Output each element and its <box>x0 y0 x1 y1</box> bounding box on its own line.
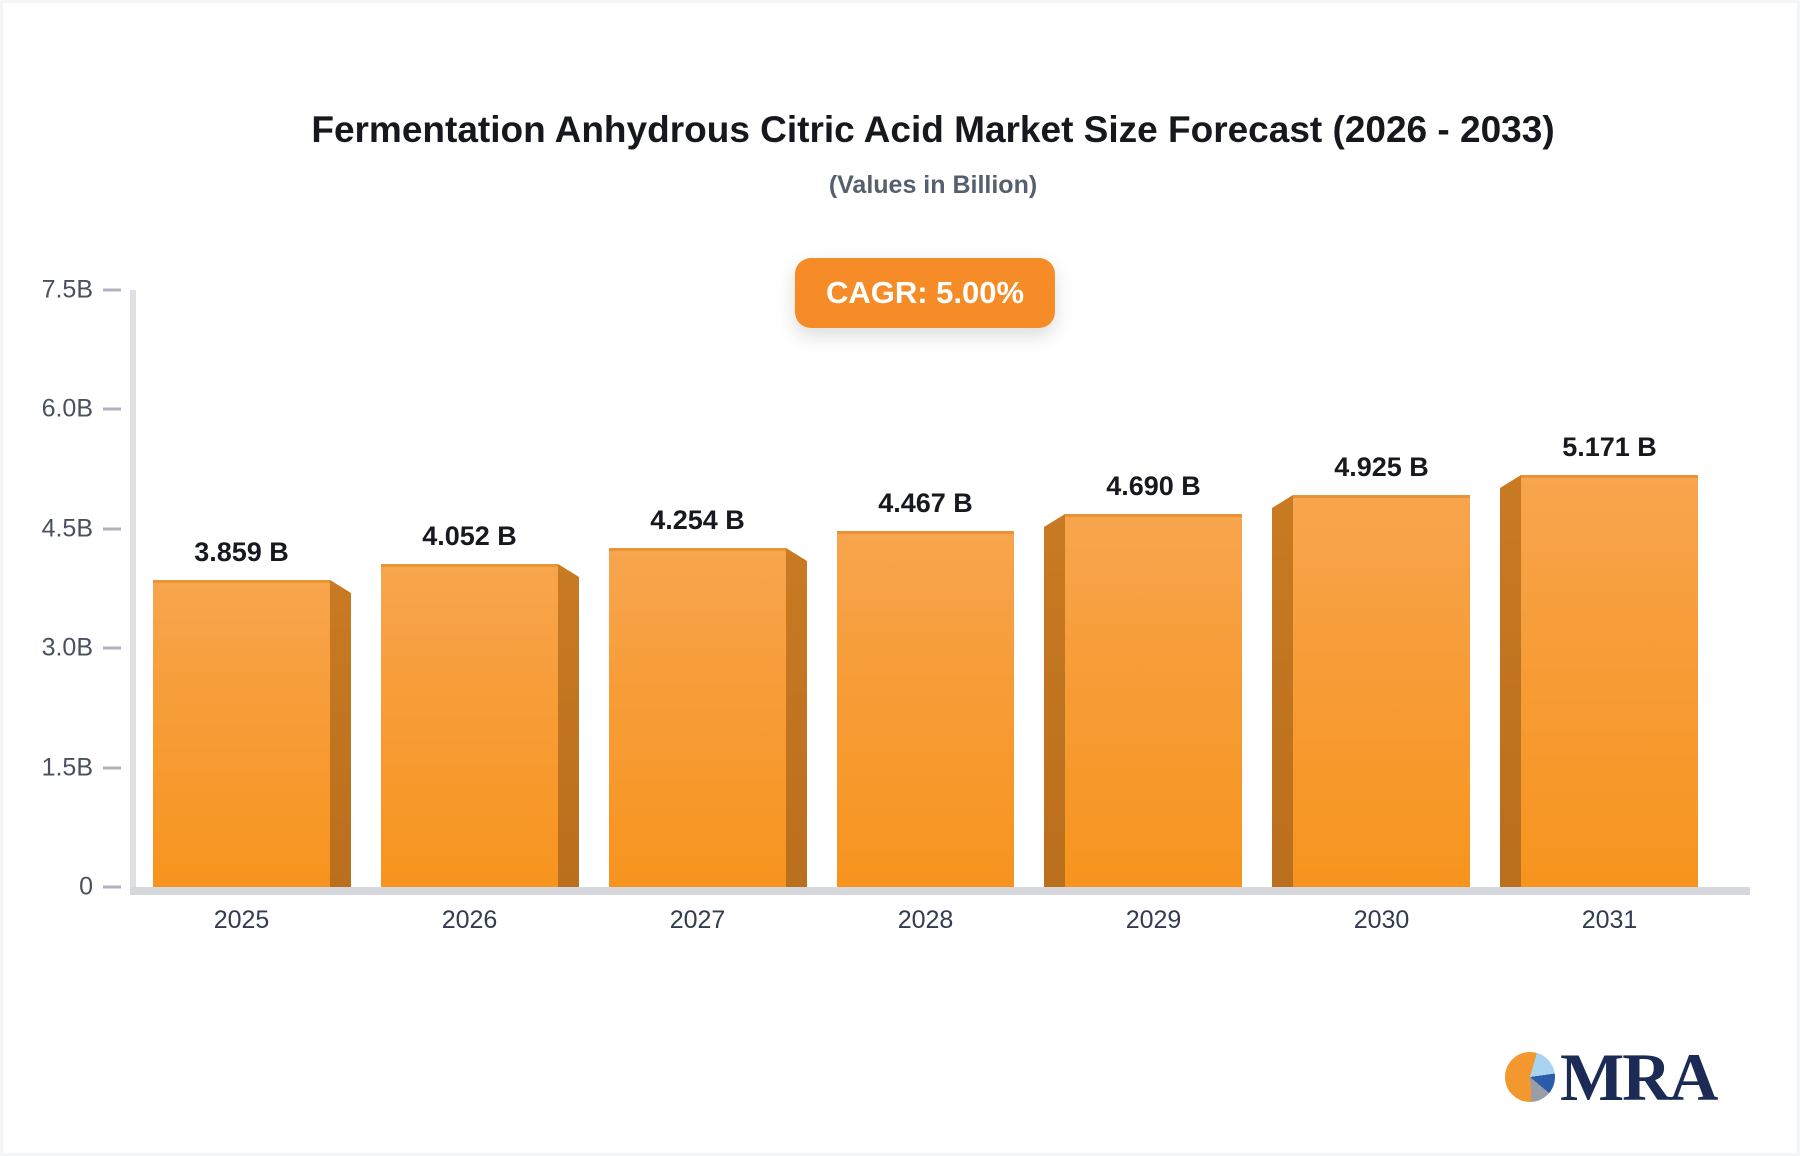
y-tick-label-2: 4.5B <box>41 514 93 543</box>
chart-subtitle: (Values in Billion) <box>828 171 1038 199</box>
x-axis-label-2028: 2028 <box>897 906 954 934</box>
bar-value-label-2029: 4.690 B <box>1106 471 1201 501</box>
bar-2029[interactable] <box>1065 514 1242 887</box>
bar-value-label-2031: 5.171 B <box>1562 432 1657 462</box>
bar-2025[interactable] <box>153 580 330 887</box>
bar-2030[interactable] <box>1293 495 1470 887</box>
y-tick-label-3: 3.0B <box>41 633 93 662</box>
bar-value-label-2028: 4.467 B <box>878 488 973 518</box>
x-axis-label-2031: 2031 <box>1581 906 1638 934</box>
bar-side-3d-2029 <box>1044 514 1065 887</box>
x-axis-label-2026: 2026 <box>441 906 498 934</box>
y-tick-mark-0 <box>103 288 121 292</box>
logo-text: MRA <box>1560 1039 1718 1115</box>
y-tick-label-4: 1.5B <box>41 753 93 782</box>
y-tick-mark-3 <box>103 646 121 650</box>
bar-value-label-2025: 3.859 B <box>194 537 289 567</box>
bar-2027[interactable] <box>609 548 786 887</box>
y-tick-mark-5 <box>103 885 121 889</box>
y-tick-label-0: 7.5B <box>41 275 93 304</box>
bar-2028[interactable] <box>837 531 1014 887</box>
bar-side-3d-2026 <box>558 564 579 887</box>
bar-value-label-2030: 4.925 B <box>1334 452 1429 482</box>
bar-chart-plot-area: 7.5B 6.0B 4.5B 3.0B 1.5B 0 3.859 B 2025 4.052 B 2… <box>3 3 1797 1153</box>
y-axis-line <box>130 290 136 887</box>
bar-2026[interactable] <box>381 564 558 887</box>
y-tick-label-5: 0 <box>79 872 93 901</box>
chart-title: Fermentation Anhydrous Citric Acid Marke… <box>311 109 1555 150</box>
y-tick-mark-1 <box>103 407 121 411</box>
y-tick-mark-2 <box>103 527 121 531</box>
bar-2031[interactable] <box>1521 475 1698 887</box>
y-tick-mark-4 <box>103 766 121 770</box>
mra-logo: MRA <box>1505 1039 1718 1115</box>
bar-side-3d-2031 <box>1500 475 1521 887</box>
bar-side-3d-2030 <box>1272 495 1293 887</box>
x-axis-label-2029: 2029 <box>1125 906 1182 934</box>
bar-side-3d-2025 <box>330 580 351 887</box>
bar-value-label-2027: 4.254 B <box>650 505 745 535</box>
bar-value-label-2026: 4.052 B <box>422 521 517 551</box>
pie-chart-logo-icon <box>1505 1052 1555 1102</box>
x-axis-label-2025: 2025 <box>213 906 270 934</box>
cagr-badge: CAGR: 5.00% <box>794 258 1056 328</box>
x-axis-baseline <box>130 887 1750 895</box>
bar-side-3d-2027 <box>786 548 807 887</box>
y-tick-label-1: 6.0B <box>41 394 93 423</box>
x-axis-label-2030: 2030 <box>1353 906 1410 934</box>
x-axis-label-2027: 2027 <box>669 906 726 934</box>
